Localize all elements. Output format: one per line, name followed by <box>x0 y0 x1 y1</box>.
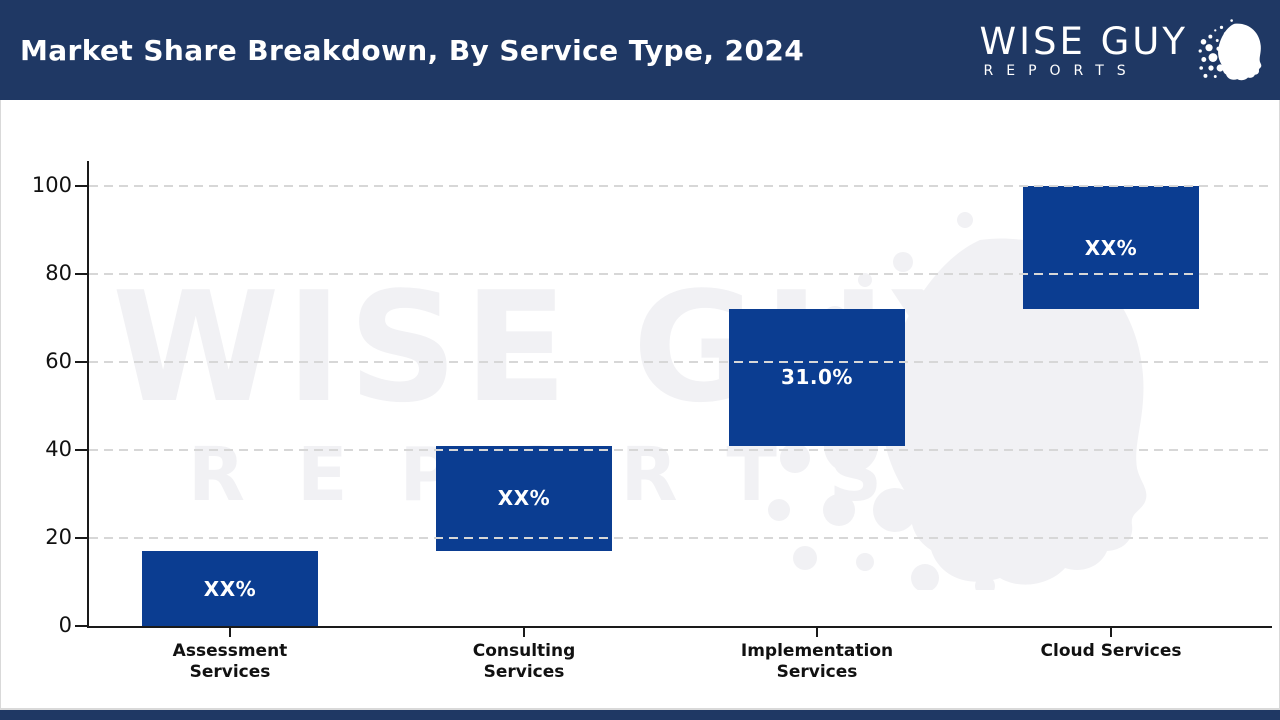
y-tick-100 <box>75 185 87 187</box>
gridline-y-40 <box>89 449 1270 451</box>
x-tick-implementation-services <box>816 628 818 637</box>
y-tick-label-0: 0 <box>58 613 72 637</box>
category-label-consulting-services: Consulting Services <box>472 641 576 683</box>
brand-subname: REPORTS <box>983 62 1139 79</box>
x-tick-consulting-services <box>523 628 525 637</box>
y-tick-0 <box>75 625 87 627</box>
footer-divider <box>0 708 1280 710</box>
y-tick-40 <box>75 449 87 451</box>
bar-assessment-services: XX% <box>142 551 318 626</box>
x-tick-assessment-services <box>229 628 231 637</box>
footer-bar <box>0 710 1280 720</box>
gridline-y-60 <box>89 361 1270 363</box>
y-tick-label-20: 20 <box>45 525 72 549</box>
gridline-y-100 <box>89 185 1270 187</box>
y-tick-label-100: 100 <box>31 173 72 197</box>
y-tick-label-60: 60 <box>45 349 72 373</box>
y-tick-60 <box>75 361 87 363</box>
brand-logo: WISE GUY REPORTS <box>980 9 1280 91</box>
brand-logo-text: WISE GUY REPORTS <box>980 23 1188 78</box>
y-axis-line <box>87 161 89 628</box>
category-label-cloud-services: Cloud Services <box>1040 641 1182 661</box>
brand-name: WISE GUY <box>979 19 1188 63</box>
bar-implementation-services: 31.0% <box>729 309 905 446</box>
y-tick-20 <box>75 537 87 539</box>
y-tick-80 <box>75 273 87 275</box>
x-axis-line <box>87 626 1272 628</box>
bar-value-label: XX% <box>203 576 257 601</box>
bar-value-label: XX% <box>1084 235 1138 260</box>
category-label-assessment-services: Assessment Services <box>172 641 288 683</box>
y-tick-label-40: 40 <box>45 437 72 461</box>
brand-head-dots-icon <box>1198 19 1262 81</box>
header-bar: Market Share Breakdown, By Service Type,… <box>0 0 1280 100</box>
gridline-y-80 <box>89 273 1270 275</box>
bar-value-label: 31.0% <box>781 365 853 390</box>
bar-cloud-services: XX% <box>1023 186 1199 310</box>
bar-value-label: XX% <box>497 486 551 511</box>
bar-consulting-services: XX% <box>436 445 612 552</box>
gridline-y-20 <box>89 537 1270 539</box>
category-label-implementation-services: Implementation Services <box>740 641 894 683</box>
y-tick-label-80: 80 <box>45 261 72 285</box>
page-title: Market Share Breakdown, By Service Type,… <box>20 33 805 67</box>
x-tick-cloud-services <box>1110 628 1112 637</box>
